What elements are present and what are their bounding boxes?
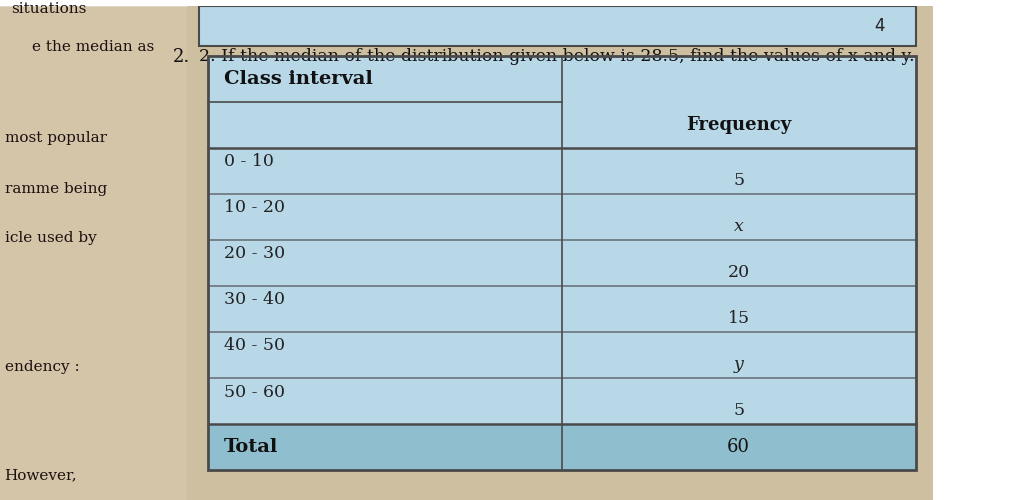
Text: 15: 15	[728, 310, 750, 327]
Text: 5: 5	[733, 172, 744, 188]
Text: y: y	[734, 356, 743, 373]
Text: 5: 5	[733, 402, 744, 419]
Text: e the median as: e the median as	[32, 40, 155, 54]
Text: ramme being: ramme being	[4, 182, 106, 196]
Text: 30 - 40: 30 - 40	[224, 292, 285, 308]
Text: endency :: endency :	[4, 360, 79, 374]
Text: situations: situations	[11, 2, 86, 16]
Text: 10 - 20: 10 - 20	[224, 199, 285, 216]
Text: 20: 20	[728, 264, 750, 280]
Bar	[199, 6, 915, 46]
Text: icle used by: icle used by	[4, 232, 96, 245]
Text: 4: 4	[874, 17, 885, 35]
Text: 0 - 10: 0 - 10	[224, 153, 274, 170]
Text: 50 - 60: 50 - 60	[224, 384, 285, 400]
Polygon shape	[0, 6, 223, 500]
Bar	[208, 424, 915, 470]
Text: most popular: most popular	[4, 130, 106, 144]
Text: 60: 60	[727, 438, 751, 456]
Text: However,: However,	[4, 468, 77, 482]
Text: 2. If the median of the distribution given below is 28.5, find the values of x a: 2. If the median of the distribution giv…	[199, 48, 914, 65]
Bar	[208, 56, 915, 470]
Text: 20 - 30: 20 - 30	[224, 246, 286, 262]
Text: 2.: 2.	[173, 48, 190, 66]
Text: Class interval: Class interval	[224, 70, 373, 87]
Text: x: x	[734, 218, 743, 234]
Text: Total: Total	[224, 438, 279, 456]
Text: 40 - 50: 40 - 50	[224, 338, 285, 354]
Text: Frequency: Frequency	[686, 116, 792, 134]
Bar	[208, 56, 915, 470]
Bar	[186, 6, 933, 500]
